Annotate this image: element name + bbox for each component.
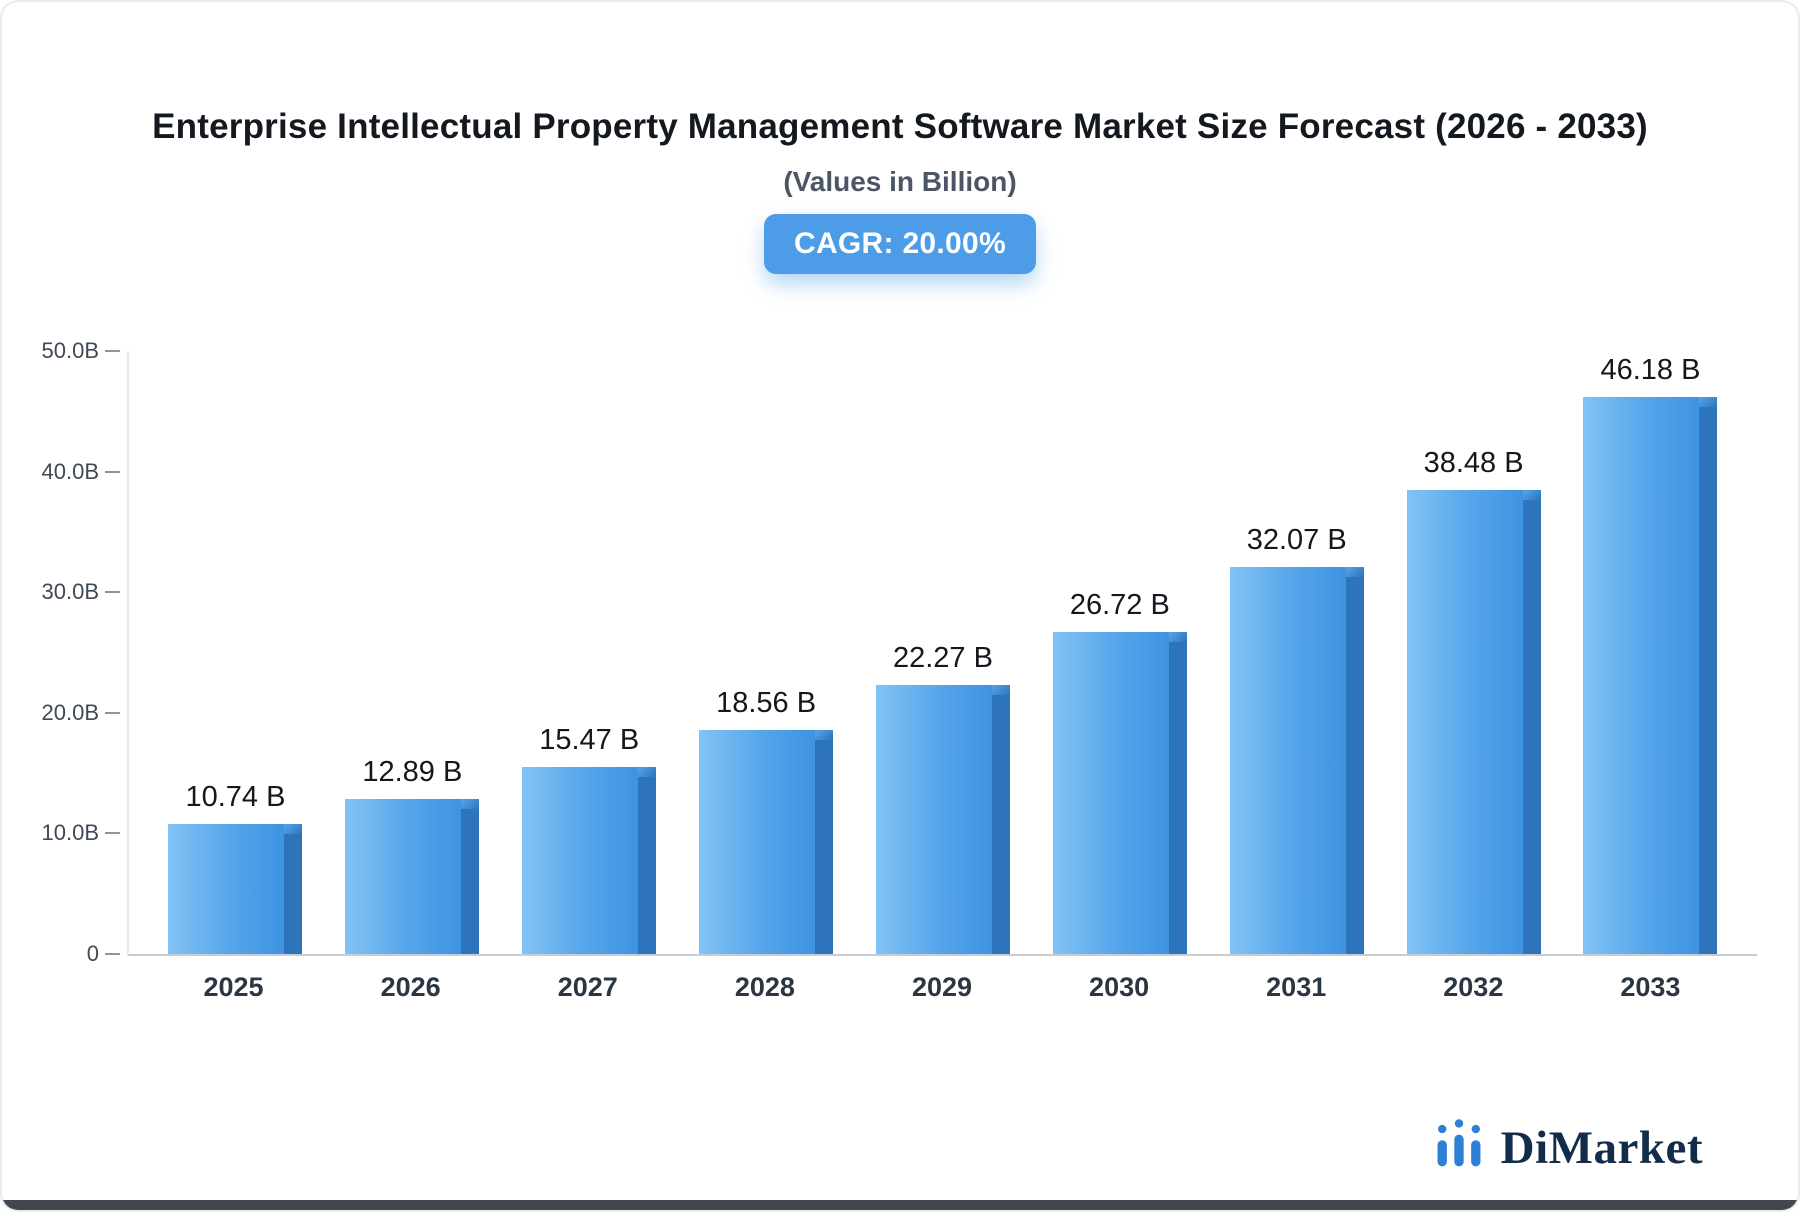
bar-top-bevel (815, 730, 834, 741)
bar-side-shade (991, 695, 1010, 954)
bar-top-bevel (461, 798, 480, 809)
brand-name: DiMarket (1500, 1122, 1703, 1174)
bar-top-bevel (284, 824, 303, 835)
cagr-badge: CAGR: 20.00% (763, 214, 1036, 275)
bar-value-label: 15.47 B (539, 724, 640, 757)
bar-group: 22.27 B (867, 351, 1019, 954)
bar-face (1583, 397, 1700, 954)
bar-face (345, 798, 462, 954)
bar-group: 46.18 B (1574, 351, 1726, 954)
x-axis-label: 2031 (1266, 972, 1327, 1002)
bar-face (699, 730, 816, 954)
bar-value-label: 18.56 B (716, 687, 817, 720)
y-axis-label: 50.0B (41, 338, 100, 363)
bar-group: 38.48 B (1398, 351, 1550, 954)
x-axis-label: 2027 (557, 972, 618, 1002)
bar (1583, 397, 1718, 954)
y-axis-label: 30.0B (41, 579, 100, 605)
bar-side-shade (284, 834, 303, 954)
y-axis-tick (105, 591, 120, 594)
bar-top-bevel (638, 767, 657, 778)
bar-group: 12.89 B (336, 351, 488, 954)
bar (1406, 489, 1541, 954)
chart-subtitle: (Values in Billion) (783, 166, 1017, 198)
bar (699, 730, 834, 954)
bar-side-shade (461, 808, 480, 954)
y-axis-label: 0 (86, 941, 99, 966)
bottom-edge (2, 1200, 1798, 1210)
bar-top-bevel (991, 685, 1010, 696)
bar (875, 685, 1010, 954)
bar-face (875, 685, 992, 954)
bar-side-shade (1168, 641, 1187, 954)
y-axis-tick (105, 711, 120, 714)
x-axis-label: 2028 (734, 972, 795, 1002)
x-axis-label: 2026 (380, 972, 441, 1002)
bar-side-shade (1345, 577, 1364, 954)
x-axis-label: 2029 (911, 972, 973, 1002)
bar-face (522, 767, 639, 954)
bar (522, 767, 657, 954)
bar-group: 18.56 B (690, 351, 842, 954)
bar-side-shade (815, 740, 834, 954)
bar-value-label: 46.18 B (1600, 354, 1701, 387)
y-axis-label: 10.0B (41, 820, 100, 846)
chart-header: Enterprise Intellectual Property Managem… (2, 2, 1798, 275)
bar-value-label: 12.89 B (362, 755, 463, 788)
x-axis-label: 2033 (1620, 972, 1681, 1002)
bar-face (1052, 631, 1169, 954)
bar-side-shade (1699, 407, 1718, 954)
bar-group: 32.07 B (1221, 351, 1373, 954)
x-axis-label: 2030 (1089, 972, 1150, 1002)
bar-value-label: 38.48 B (1423, 446, 1524, 479)
bar-top-bevel (1345, 567, 1364, 578)
bar (1229, 567, 1364, 954)
bar-group: 15.47 B (513, 351, 665, 954)
x-axis-label: 2032 (1443, 972, 1504, 1002)
y-axis-label: 40.0B (41, 458, 100, 484)
bar-face (1229, 567, 1346, 954)
bar-top-bevel (1522, 489, 1541, 500)
chart-title: Enterprise Intellectual Property Managem… (152, 107, 1648, 146)
y-axis-label: 20.0B (41, 699, 100, 725)
x-axis-label: 2025 (203, 972, 264, 1002)
bars-container: 10.74 B 12.89 B 15.47 B 18.56 B 22.27 B 26.72… (129, 351, 1757, 954)
bar-side-shade (1522, 499, 1541, 954)
y-axis-tick (105, 470, 120, 473)
bar (345, 798, 480, 954)
bar (168, 824, 303, 954)
bar-top-bevel (1699, 397, 1718, 408)
bar-top-bevel (1168, 631, 1187, 642)
bar (1052, 631, 1187, 954)
y-axis-tick (105, 953, 120, 955)
bar-side-shade (638, 777, 657, 954)
bar-value-label: 32.07 B (1246, 524, 1347, 557)
dimarket-bars-icon (1437, 1119, 1481, 1167)
bar-value-label: 26.72 B (1069, 588, 1170, 621)
bar-group: 10.74 B (159, 351, 311, 954)
bar-value-label: 10.74 B (185, 781, 286, 814)
bar-face (1406, 489, 1523, 954)
bar-face (168, 824, 285, 954)
brand-logo: DiMarket (1431, 1116, 1703, 1172)
x-axis: 2025 2026 2027 2028 2029 2030 2031 2032 2033 (127, 972, 1757, 1003)
plot-area: 10.74 B 12.89 B 15.47 B 18.56 B 22.27 B 26.72… (42, 338, 1757, 966)
bar-value-label: 22.27 B (892, 642, 993, 675)
y-axis-tick (105, 832, 120, 835)
bar-group: 26.72 B (1044, 351, 1196, 954)
y-axis-tick (105, 350, 120, 352)
